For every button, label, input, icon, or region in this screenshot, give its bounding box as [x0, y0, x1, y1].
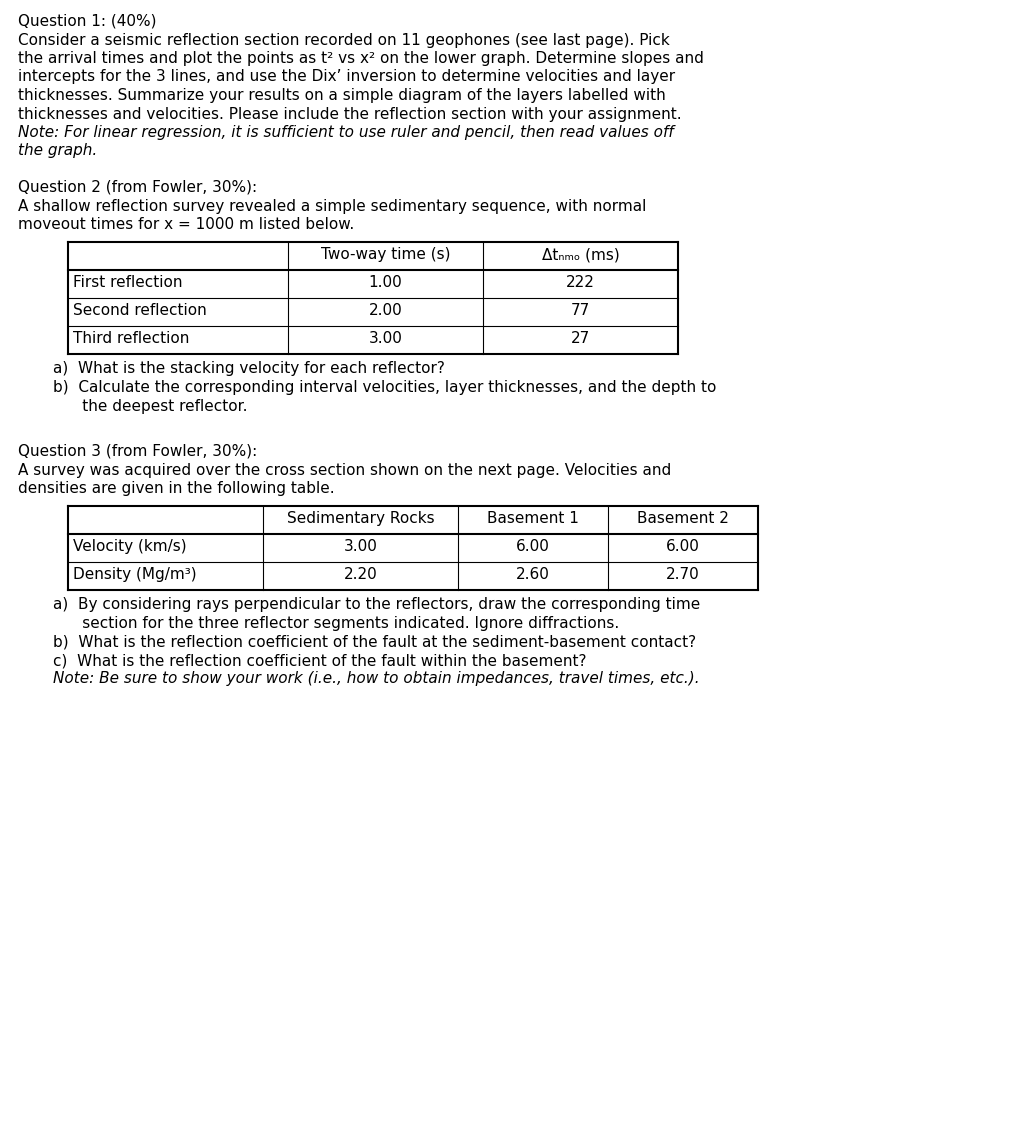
- Text: Density (Mg/m³): Density (Mg/m³): [73, 567, 197, 582]
- Text: Note: Be sure to show your work (i.e., how to obtain impedances, travel times, e: Note: Be sure to show your work (i.e., h…: [53, 671, 700, 686]
- Text: moveout times for x = 1000 m listed below.: moveout times for x = 1000 m listed belo…: [18, 217, 355, 232]
- Text: 77: 77: [571, 303, 590, 318]
- Text: A survey was acquired over the cross section shown on the next page. Velocities : A survey was acquired over the cross sec…: [18, 463, 672, 478]
- Text: Basement 1: Basement 1: [487, 511, 579, 526]
- Text: 2.00: 2.00: [369, 303, 402, 318]
- Text: Third reflection: Third reflection: [73, 331, 190, 346]
- Text: First reflection: First reflection: [73, 275, 183, 290]
- Text: 222: 222: [566, 275, 595, 290]
- Text: Note: For linear regression, it is sufficient to use ruler and pencil, then read: Note: For linear regression, it is suffi…: [18, 126, 674, 140]
- Text: 3.00: 3.00: [369, 331, 402, 346]
- Text: Δtₙₘₒ (ms): Δtₙₘₒ (ms): [541, 247, 619, 262]
- Text: thicknesses and velocities. Please include the reflection section with your assi: thicknesses and velocities. Please inclu…: [18, 106, 682, 121]
- Text: 2.20: 2.20: [343, 567, 378, 582]
- Text: Basement 2: Basement 2: [637, 511, 729, 526]
- Text: the deepest reflector.: the deepest reflector.: [53, 398, 247, 414]
- Text: c)  What is the reflection coefficient of the fault within the basement?: c) What is the reflection coefficient of…: [53, 654, 587, 668]
- Text: Second reflection: Second reflection: [73, 303, 207, 318]
- Text: 27: 27: [571, 331, 590, 346]
- Text: the graph.: the graph.: [18, 143, 97, 158]
- Text: 6.00: 6.00: [516, 539, 549, 554]
- Text: 3.00: 3.00: [343, 539, 378, 554]
- Text: 2.70: 2.70: [667, 567, 700, 582]
- Text: a)  By considering rays perpendicular to the reflectors, draw the corresponding : a) By considering rays perpendicular to …: [53, 597, 700, 612]
- Text: Velocity (km/s): Velocity (km/s): [73, 539, 187, 554]
- Text: 1.00: 1.00: [369, 275, 402, 290]
- Text: Two-way time (s): Two-way time (s): [321, 247, 450, 262]
- Text: Question 2 (from Fowler, 30%):: Question 2 (from Fowler, 30%):: [18, 180, 258, 195]
- Text: the arrival times and plot the points as t² vs x² on the lower graph. Determine : the arrival times and plot the points as…: [18, 50, 704, 66]
- Text: intercepts for the 3 lines, and use the Dix’ inversion to determine velocities a: intercepts for the 3 lines, and use the …: [18, 70, 675, 84]
- Text: densities are given in the following table.: densities are given in the following tab…: [18, 481, 334, 495]
- Text: Question 1: (40%): Question 1: (40%): [18, 13, 157, 29]
- Text: thicknesses. Summarize your results on a simple diagram of the layers labelled w: thicknesses. Summarize your results on a…: [18, 89, 666, 103]
- Text: b)  Calculate the corresponding interval velocities, layer thicknesses, and the : b) Calculate the corresponding interval …: [53, 380, 716, 395]
- Text: section for the three reflector segments indicated. Ignore diffractions.: section for the three reflector segments…: [53, 617, 619, 631]
- Text: Sedimentary Rocks: Sedimentary Rocks: [287, 511, 434, 526]
- Text: 2.60: 2.60: [516, 567, 549, 582]
- Text: 6.00: 6.00: [666, 539, 700, 554]
- Text: A shallow reflection survey revealed a simple sedimentary sequence, with normal: A shallow reflection survey revealed a s…: [18, 198, 646, 213]
- Text: a)  What is the stacking velocity for each reflector?: a) What is the stacking velocity for eac…: [53, 361, 444, 377]
- Text: b)  What is the reflection coefficient of the fault at the sediment-basement con: b) What is the reflection coefficient of…: [53, 634, 696, 649]
- Text: Question 3 (from Fowler, 30%):: Question 3 (from Fowler, 30%):: [18, 444, 258, 458]
- Text: Consider a seismic reflection section recorded on 11 geophones (see last page). : Consider a seismic reflection section re…: [18, 33, 670, 47]
